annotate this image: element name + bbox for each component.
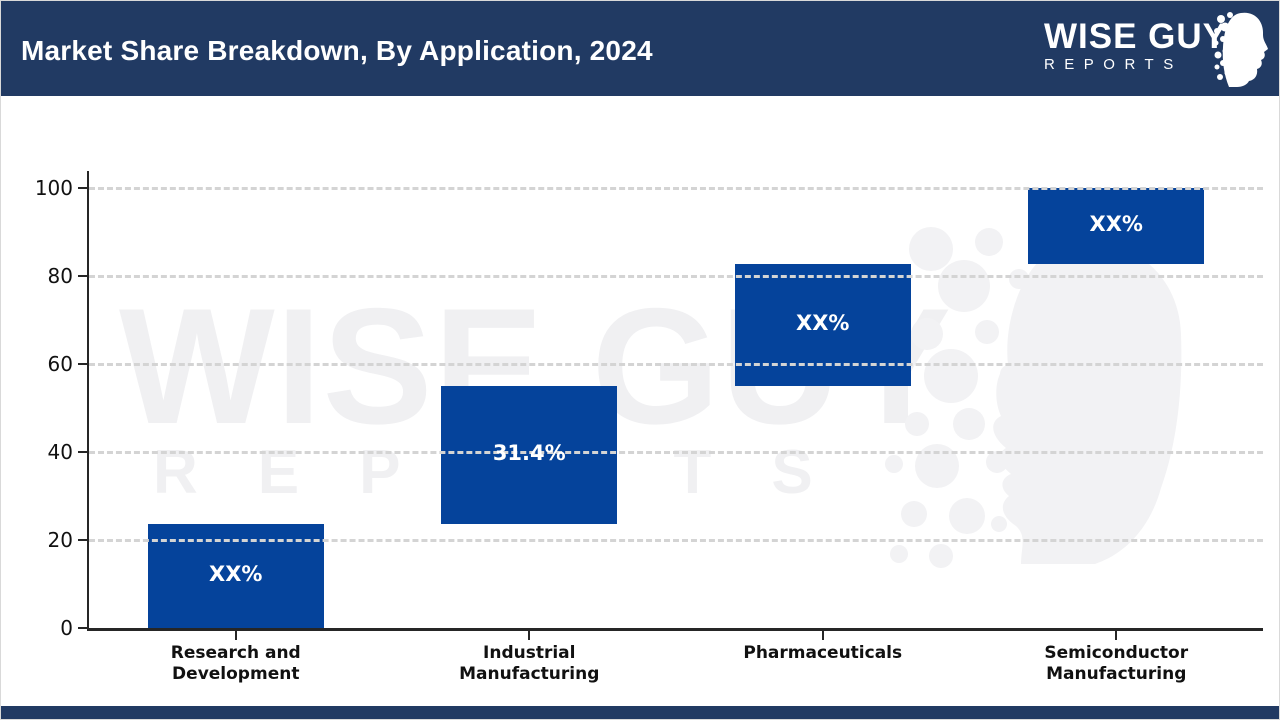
y-tick-mark [78, 539, 87, 541]
y-tick-label: 100 [34, 176, 73, 200]
x-tick-mark [1115, 631, 1118, 640]
category-label-line: Research and [170, 643, 301, 663]
y-tick-mark [78, 363, 87, 365]
category-label-pharmaceuticals: Pharmaceuticals [693, 643, 953, 664]
category-label-research-and-development: Research and Development [106, 643, 366, 685]
x-tick-mark [234, 631, 237, 640]
category-label-industrial-manufacturing: Industrial Manufacturing [399, 643, 659, 685]
bar-semiconductor-manufacturing [1028, 188, 1205, 265]
page-title: Market Share Breakdown, By Application, … [21, 35, 653, 66]
brand-name: WISE GUY [1043, 17, 1227, 56]
gridline [89, 187, 1263, 190]
y-tick-label: 20 [47, 528, 73, 552]
watermark-head-icon [884, 227, 1182, 568]
y-tick-label: 40 [47, 440, 73, 464]
gridline [89, 451, 1263, 454]
gridline [89, 539, 1263, 542]
brand-subtitle: REPORTS [1043, 56, 1183, 73]
y-tick-label: 0 [60, 616, 73, 640]
bar-value-label: 31.4% [492, 441, 566, 466]
y-tick-mark [78, 187, 87, 189]
y-tick-mark [78, 451, 87, 453]
bar-value-label: XX% [1089, 212, 1143, 237]
bar-industrial-manufacturing [441, 386, 618, 525]
x-axis-line [87, 628, 1263, 631]
brand-logo-text: WISE GUY REPORTS [1044, 18, 1227, 74]
category-label-line: Manufacturing [459, 664, 600, 684]
header: Market Share Breakdown, By Application, … [1, 1, 1279, 96]
wise-guy-head-icon [1213, 12, 1268, 87]
bar-value-label: XX% [209, 562, 263, 587]
category-label-line: Semiconductor [1044, 643, 1189, 663]
gridline [89, 275, 1263, 278]
footer-bar [1, 706, 1279, 719]
bar-value-label: XX% [796, 311, 850, 336]
category-label-line: Pharmaceuticals [743, 643, 903, 663]
gridline [89, 363, 1263, 366]
category-label-line: Manufacturing [1046, 664, 1187, 684]
y-tick-mark [78, 627, 87, 629]
category-label-line: Development [172, 664, 300, 684]
y-tick-mark [78, 275, 87, 277]
y-axis-line [87, 171, 89, 631]
y-tick-label: 80 [47, 264, 73, 288]
category-label-semiconductor-manufacturing: Semiconductor Manufacturing [986, 643, 1246, 685]
chart-area: WISE GUY REPORTS 020406080100XX%Research… [1, 96, 1279, 708]
category-label-line: Industrial [483, 643, 576, 663]
x-tick-mark [528, 631, 531, 640]
y-tick-label: 60 [47, 352, 73, 376]
x-tick-mark [821, 631, 824, 640]
brand-logo: WISE GUY REPORTS [1044, 7, 1271, 87]
